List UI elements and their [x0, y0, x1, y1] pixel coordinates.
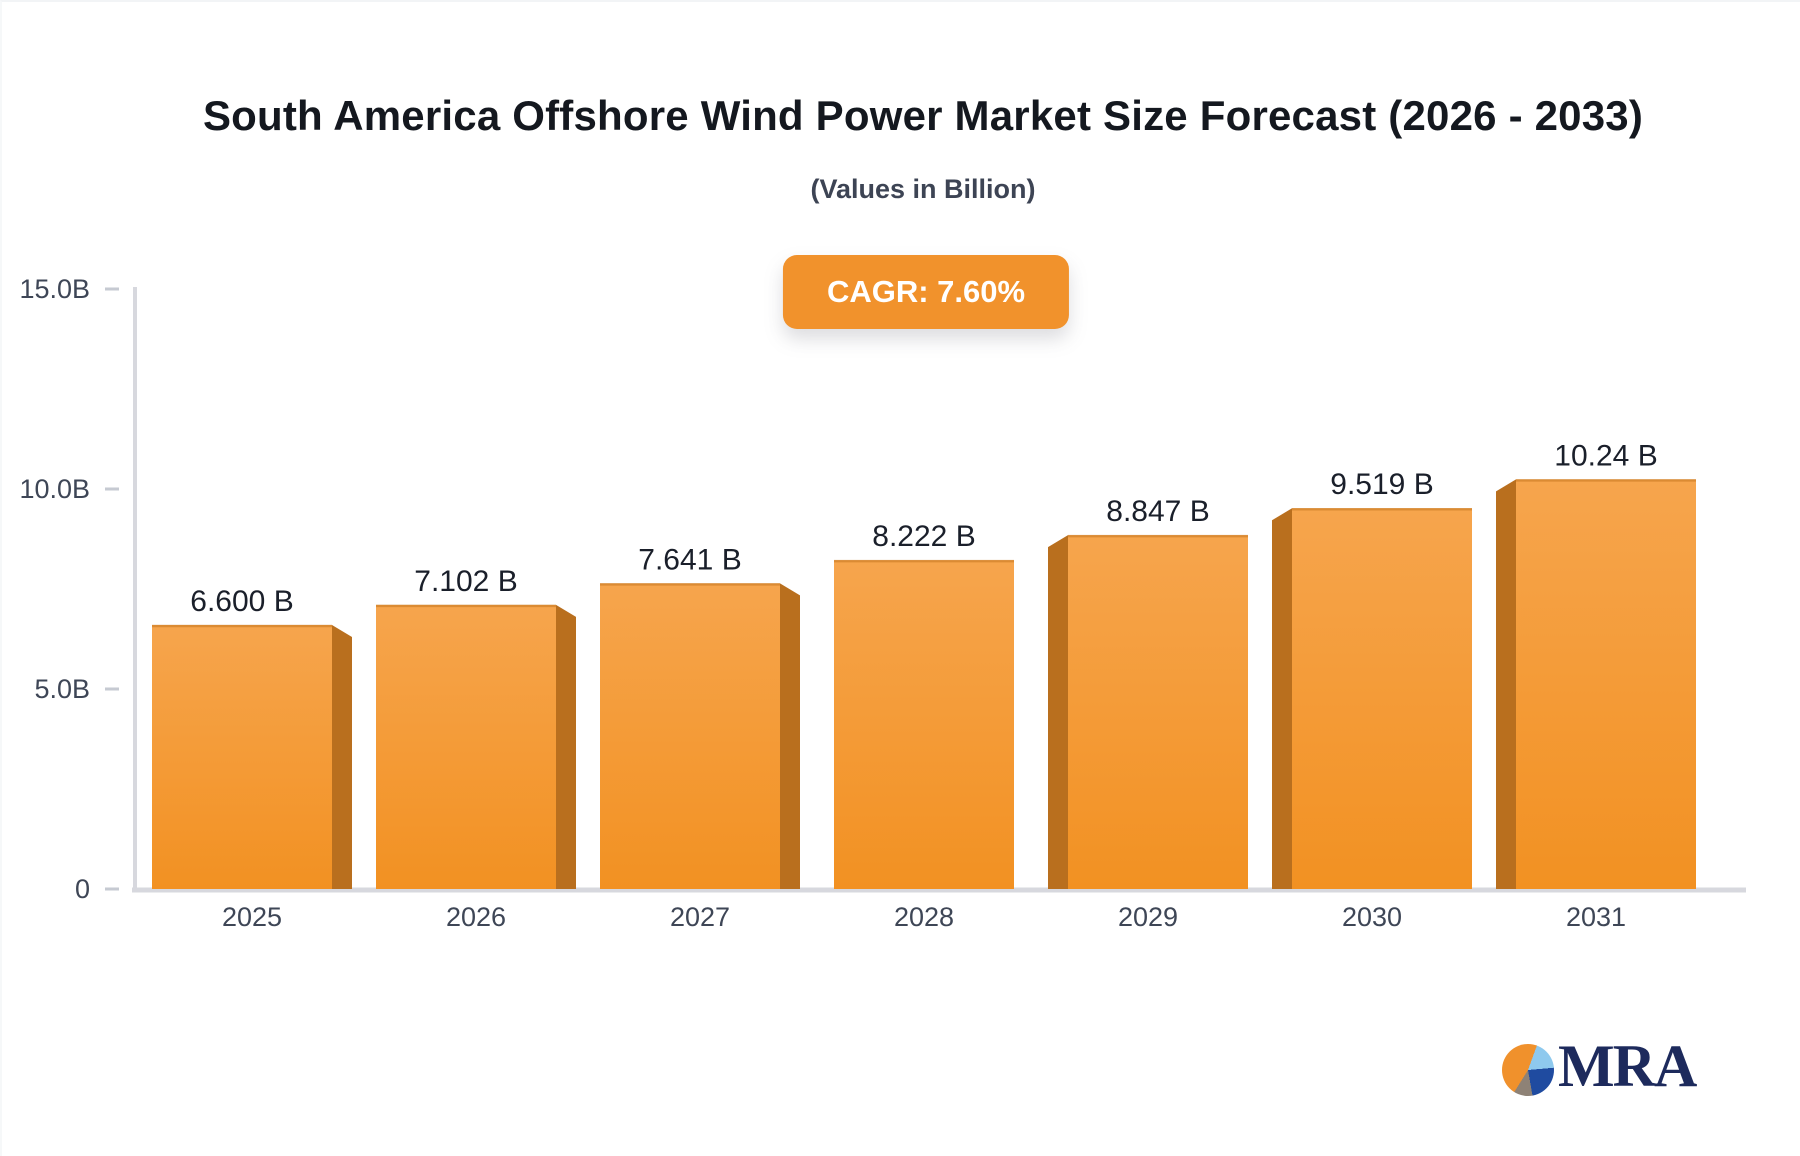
mra-logo: MRA: [1502, 1033, 1697, 1099]
bar-side-face: [1272, 508, 1292, 889]
x-category-label: 2026: [446, 902, 506, 932]
bar-front-face: [1292, 508, 1472, 889]
bar-2030: 9.519 B 2030: [1272, 468, 1472, 932]
chart-title: South America Offshore Wind Power Market…: [202, 92, 1644, 139]
y-tick-label: 15.0B: [19, 274, 90, 304]
bar-value-label: 8.847 B: [1106, 495, 1209, 528]
bar-front-face: [1068, 535, 1248, 889]
x-category-label: 2027: [670, 902, 730, 932]
y-tick-label: 10.0B: [19, 474, 90, 504]
bar-value-label: 9.519 B: [1330, 468, 1433, 501]
bar-side-face: [332, 625, 352, 889]
x-category-label: 2028: [894, 902, 954, 932]
bar-2029: 8.847 B 2029: [1048, 495, 1248, 932]
x-category-label: 2031: [1566, 902, 1626, 932]
bar-front-face: [376, 604, 556, 889]
bar-2031: 10.24 B 2031: [1496, 439, 1696, 932]
pie-chart-icon: [1502, 1044, 1554, 1096]
bar-side-face: [556, 604, 576, 889]
bar-value-label: 7.102 B: [414, 565, 517, 598]
bar-2028: 8.222 B 2028: [834, 520, 1014, 932]
y-tick-label: 5.0B: [34, 674, 90, 704]
bar-value-label: 10.24 B: [1554, 439, 1657, 472]
chart-subtitle: (Values in Billion): [810, 174, 1036, 204]
cagr-badge: CAGR: 7.60%: [782, 255, 1070, 329]
x-category-label: 2025: [222, 902, 282, 932]
bar-value-label: 6.600 B: [190, 585, 293, 618]
x-category-label: 2030: [1342, 902, 1402, 932]
x-category-label: 2029: [1118, 902, 1178, 932]
y-tick-label: 0: [75, 874, 90, 904]
bar-front-face: [152, 625, 332, 889]
bar-side-face: [1048, 535, 1068, 889]
bar-2027: 7.641 B 2027: [600, 543, 800, 932]
bar-value-label: 8.222 B: [872, 520, 975, 553]
bar-side-face: [780, 583, 800, 889]
bar-2026: 7.102 B 2026: [376, 565, 576, 932]
bar-front-face: [834, 560, 1014, 889]
bar-side-face: [1496, 479, 1516, 889]
bar-front-face: [600, 583, 780, 889]
bar-2025: 6.600 B 2025: [152, 585, 352, 932]
bar-front-face: [1516, 479, 1696, 889]
bar-value-label: 7.641 B: [638, 543, 741, 576]
logo-text: MRA: [1558, 1033, 1697, 1099]
